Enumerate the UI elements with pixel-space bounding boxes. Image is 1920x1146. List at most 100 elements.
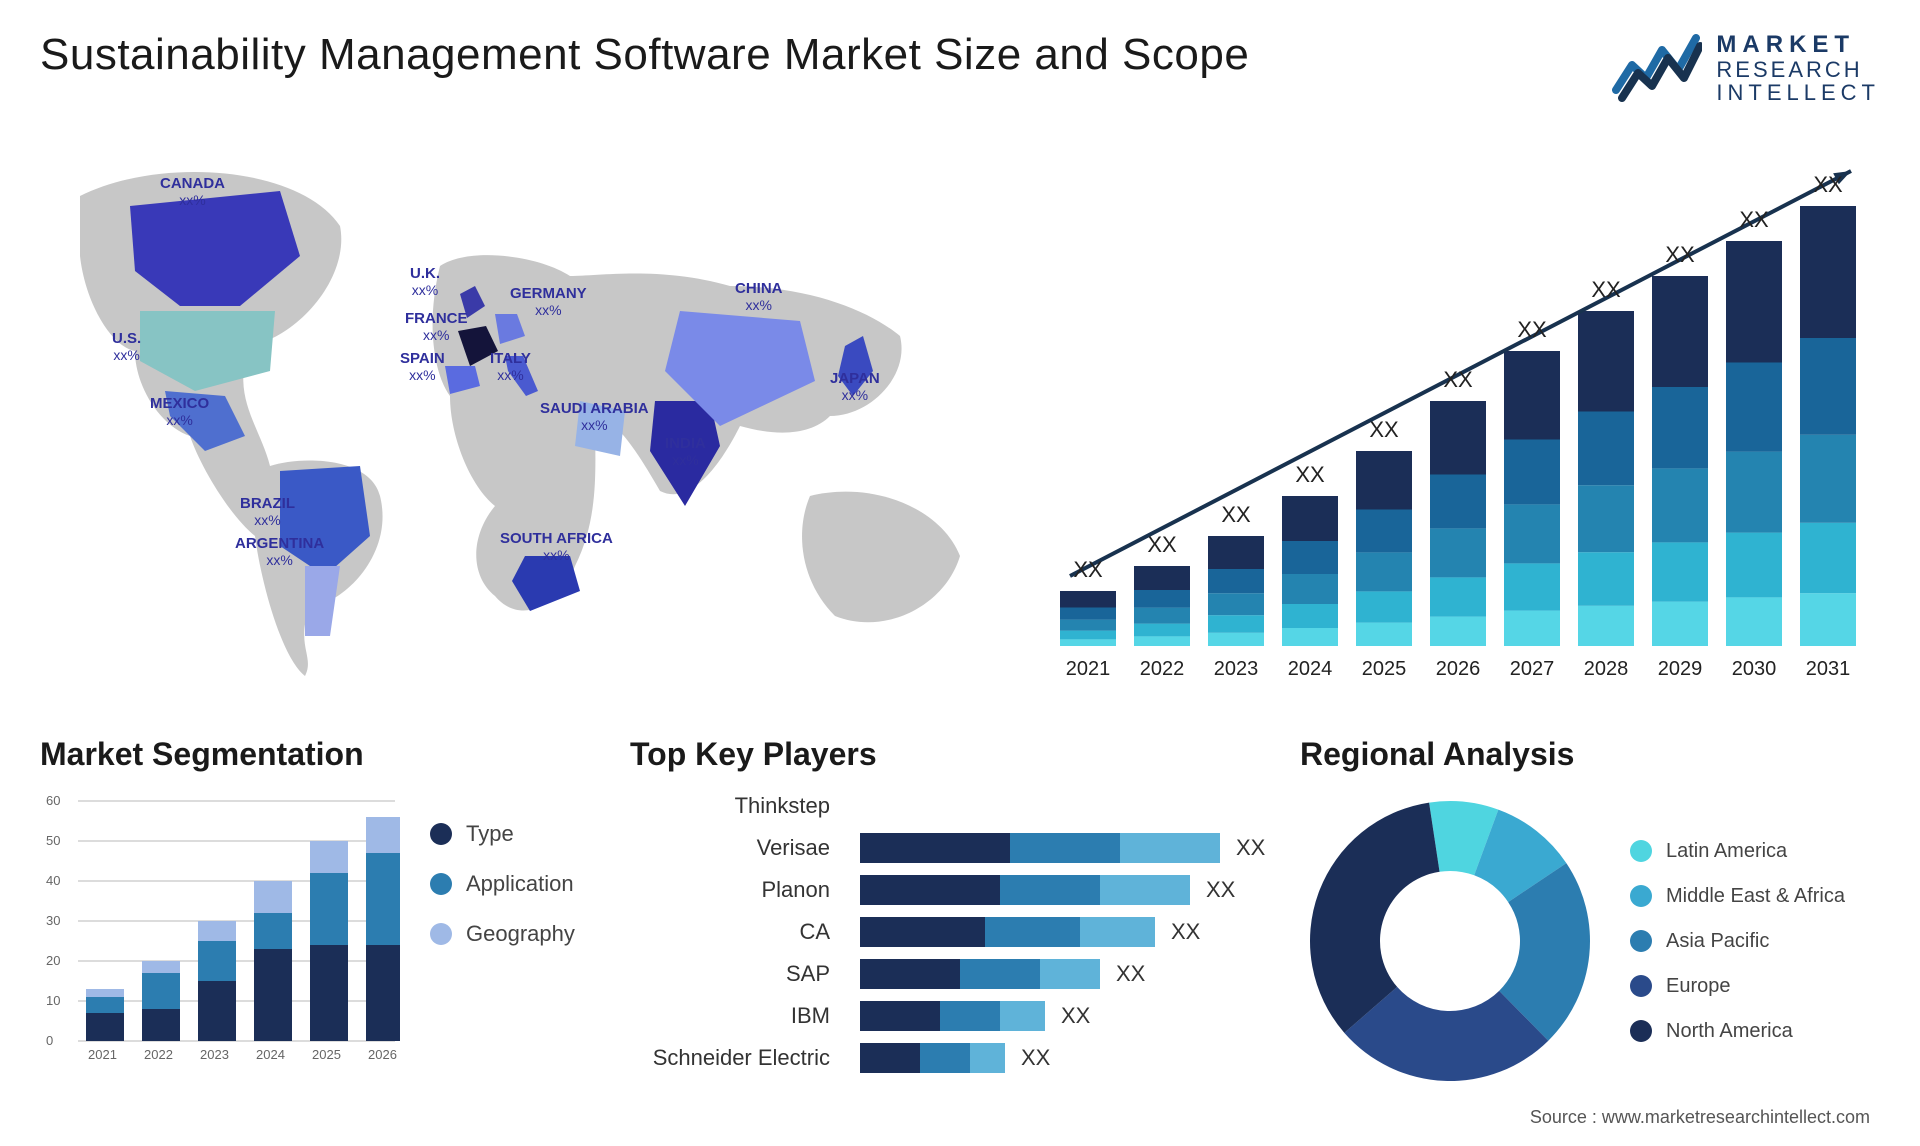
country-argentina <box>305 566 340 636</box>
seg-bar <box>254 949 292 1041</box>
growth-bar <box>1356 591 1412 622</box>
map-label-u-s-: U.S.xx% <box>112 331 141 363</box>
growth-bar <box>1282 541 1338 574</box>
seg-bar <box>198 941 236 981</box>
player-row: XX <box>860 833 1270 863</box>
player-name: Planon <box>630 875 830 905</box>
growth-value-label: XX <box>1221 502 1250 528</box>
growth-year-label: 2022 <box>1140 658 1185 681</box>
growth-value-label: XX <box>1369 417 1398 443</box>
growth-chart: 2021202220232024202520262027202820292030… <box>1040 136 1880 696</box>
player-value: XX <box>1206 877 1235 903</box>
player-value: XX <box>1236 835 1265 861</box>
map-label-india: INDIAxx% <box>665 436 706 468</box>
regional-title: Regional Analysis <box>1300 736 1880 773</box>
growth-bar <box>1356 510 1412 553</box>
seg-legend-item: Type <box>430 821 575 847</box>
player-name: Verisae <box>630 833 830 863</box>
seg-xtick: 2024 <box>256 1047 285 1062</box>
growth-bar <box>1356 451 1412 510</box>
legend-label: Type <box>466 821 514 847</box>
legend-dot-icon <box>1630 975 1652 997</box>
growth-year-label: 2021 <box>1066 658 1111 681</box>
growth-bar <box>1578 311 1634 412</box>
growth-bar <box>1060 591 1116 608</box>
growth-year-label: 2024 <box>1288 658 1333 681</box>
growth-value-label: XX <box>1665 242 1694 268</box>
seg-legend-item: Application <box>430 871 575 897</box>
player-row <box>860 791 1270 821</box>
growth-bar <box>1504 440 1560 505</box>
growth-bar <box>1578 552 1634 606</box>
player-row: XX <box>860 875 1270 905</box>
player-names: ThinkstepVerisaePlanonCASAPIBMSchneider … <box>630 791 840 1085</box>
source-text: Source : www.marketresearchintellect.com <box>1530 1107 1870 1128</box>
legend-dot-icon <box>1630 840 1652 862</box>
legend-label: Latin America <box>1666 840 1787 863</box>
region-legend-item: Europe <box>1630 975 1845 998</box>
page-title: Sustainability Management Software Marke… <box>40 30 1249 80</box>
growth-year-label: 2029 <box>1658 658 1703 681</box>
player-value: XX <box>1021 1045 1050 1071</box>
growth-year-label: 2026 <box>1436 658 1481 681</box>
player-bar-seg <box>1040 959 1100 989</box>
growth-bar <box>1060 639 1116 646</box>
seg-ytick: 20 <box>46 953 60 968</box>
bottom-row: Market Segmentation 0102030405060 202120… <box>40 736 1880 1091</box>
player-bar-seg <box>1080 917 1155 947</box>
seg-bar <box>198 981 236 1041</box>
player-value: XX <box>1171 919 1200 945</box>
growth-bar <box>1134 566 1190 590</box>
seg-bar <box>198 921 236 941</box>
seg-bar <box>366 853 400 945</box>
seg-xtick: 2021 <box>88 1047 117 1062</box>
header: Sustainability Management Software Marke… <box>40 30 1880 106</box>
seg-bar <box>310 873 348 945</box>
seg-xtick: 2022 <box>144 1047 173 1062</box>
growth-value-label: XX <box>1591 277 1620 303</box>
regional-donut <box>1300 791 1600 1091</box>
seg-bar <box>86 997 124 1013</box>
player-bar-seg <box>970 1043 1005 1073</box>
player-bar-seg <box>940 1001 1000 1031</box>
player-bar-seg <box>920 1043 970 1073</box>
region-legend-item: Asia Pacific <box>1630 930 1845 953</box>
growth-bar <box>1800 593 1856 646</box>
growth-bar <box>1800 435 1856 523</box>
seg-bar <box>310 841 348 873</box>
growth-year-label: 2027 <box>1510 658 1555 681</box>
growth-bar <box>1060 631 1116 640</box>
seg-bar <box>310 945 348 1041</box>
growth-value-label: XX <box>1517 317 1546 343</box>
player-bar-seg <box>860 875 1000 905</box>
world-map: CANADAxx%U.S.xx%MEXICOxx%BRAZILxx%ARGENT… <box>40 136 990 696</box>
growth-bar <box>1430 401 1486 475</box>
growth-bar <box>1504 563 1560 610</box>
growth-bar <box>1208 633 1264 646</box>
player-name: CA <box>630 917 830 947</box>
growth-bar <box>1208 536 1264 569</box>
legend-dot-icon <box>430 923 452 945</box>
map-label-south-africa: SOUTH AFRICAxx% <box>500 531 613 563</box>
seg-xtick: 2026 <box>368 1047 397 1062</box>
growth-bar <box>1800 206 1856 338</box>
player-row: XX <box>860 917 1270 947</box>
player-bar-seg <box>1100 875 1190 905</box>
legend-label: Europe <box>1666 975 1731 998</box>
map-label-japan: JAPANxx% <box>830 371 880 403</box>
player-bar-seg <box>1120 833 1220 863</box>
map-label-italy: ITALYxx% <box>490 351 531 383</box>
growth-value-label: XX <box>1073 557 1102 583</box>
growth-value-label: XX <box>1739 207 1768 233</box>
growth-bar <box>1208 569 1264 593</box>
seg-bar <box>142 1009 180 1041</box>
legend-dot-icon <box>1630 930 1652 952</box>
player-row: XX <box>860 959 1270 989</box>
growth-bar <box>1726 452 1782 533</box>
map-label-brazil: BRAZILxx% <box>240 496 295 528</box>
seg-bar <box>142 961 180 973</box>
map-label-argentina: ARGENTINAxx% <box>235 536 324 568</box>
region-legend-item: Middle East & Africa <box>1630 885 1845 908</box>
region-legend-item: Latin America <box>1630 840 1845 863</box>
seg-bar <box>86 1013 124 1041</box>
